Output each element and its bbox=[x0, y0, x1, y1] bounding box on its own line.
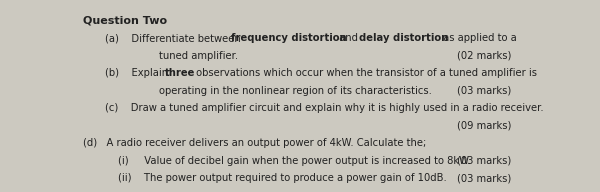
Text: (03 marks): (03 marks) bbox=[457, 156, 511, 166]
Text: (03 marks): (03 marks) bbox=[457, 173, 511, 183]
Text: (09 marks): (09 marks) bbox=[457, 121, 511, 131]
Text: frequency distortion: frequency distortion bbox=[231, 33, 347, 43]
Text: (02 marks): (02 marks) bbox=[457, 51, 511, 61]
Text: tuned amplifier.: tuned amplifier. bbox=[160, 51, 239, 61]
Text: as applied to a: as applied to a bbox=[440, 33, 517, 43]
Text: three: three bbox=[165, 68, 196, 78]
Text: (c)    Draw a tuned amplifier circuit and explain why it is highly used in a rad: (c) Draw a tuned amplifier circuit and e… bbox=[105, 103, 544, 113]
Text: (i)     Value of decibel gain when the power output is increased to 8kW.: (i) Value of decibel gain when the power… bbox=[118, 156, 472, 166]
Text: (a)    Differentiate between: (a) Differentiate between bbox=[105, 33, 244, 43]
Text: Question Two: Question Two bbox=[83, 16, 167, 26]
Text: (03 marks): (03 marks) bbox=[457, 86, 511, 96]
Text: operating in the nonlinear region of its characteristics.: operating in the nonlinear region of its… bbox=[160, 86, 432, 96]
Text: delay distortion: delay distortion bbox=[359, 33, 448, 43]
Text: (b)    Explain: (b) Explain bbox=[105, 68, 171, 78]
Text: (d)   A radio receiver delivers an output power of 4kW. Calculate the;: (d) A radio receiver delivers an output … bbox=[83, 138, 426, 148]
Text: and: and bbox=[337, 33, 362, 43]
Text: observations which occur when the transistor of a tuned amplifier is: observations which occur when the transi… bbox=[193, 68, 537, 78]
Text: (ii)    The power output required to produce a power gain of 10dB.: (ii) The power output required to produc… bbox=[118, 173, 447, 183]
